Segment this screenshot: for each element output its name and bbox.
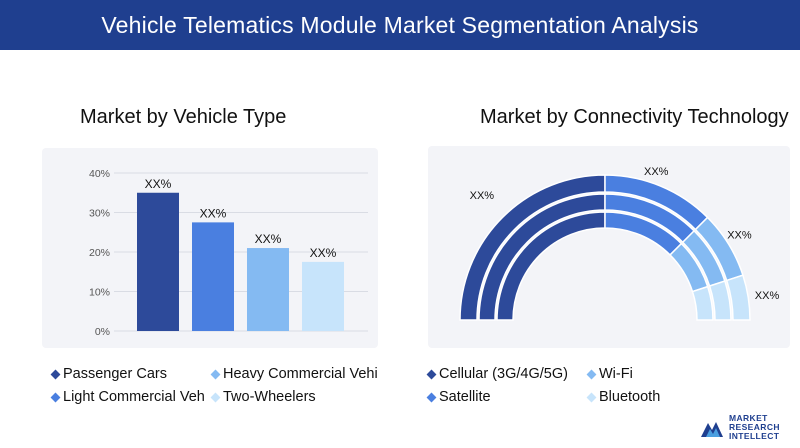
bar-data-label: XX% (255, 232, 282, 246)
bar-chart-legend: Passenger Cars Heavy Commercial Vehi Lig… (50, 366, 392, 410)
legend-label: Bluetooth (599, 389, 661, 405)
legend-marker (586, 392, 597, 402)
bar-chart: 0% 10% 20% 30% 40% XX% XX% XX% XX% (89, 168, 368, 338)
legend-item-passenger-cars: Passenger Cars (50, 366, 167, 382)
legend-label: Two-Wheelers (223, 389, 316, 405)
bar-chart-title: Market by Vehicle Type (80, 106, 287, 128)
legend-item-satellite: Satellite (426, 389, 491, 405)
legend-marker (426, 369, 437, 379)
legend-label: Wi-Fi (599, 366, 633, 382)
y-tick-label: 10% (89, 287, 110, 299)
donut-chart-legend: Cellular (3G/4G/5G) Wi-Fi Satellite Blue… (426, 366, 728, 410)
y-tick-label: 30% (89, 208, 110, 220)
legend-label: Light Commercial Veh (63, 389, 205, 405)
legend-marker (50, 369, 61, 379)
header-banner: Vehicle Telematics Module Market Segment… (0, 0, 800, 50)
bar-2 (192, 222, 234, 331)
legend-label: Heavy Commercial Vehi (223, 366, 378, 382)
donut-chart-title: Market by Connectivity Technology (480, 106, 789, 128)
legend-item-light-commercial: Light Commercial Veh (50, 389, 213, 405)
logo-text: INTELLECT (729, 431, 780, 441)
bar-3 (247, 248, 289, 331)
y-tick-label: 40% (89, 168, 110, 180)
donut-segment-4 (708, 280, 732, 321)
logo-text: RESEARCH (729, 422, 780, 432)
legend-marker (210, 392, 221, 402)
donut-segment-4 (691, 285, 714, 321)
legend-label: Passenger Cars (63, 366, 167, 382)
bar-chart-panel: 0% 10% 20% 30% 40% XX% XX% XX% XX% (42, 148, 378, 348)
bar-data-label: XX% (200, 206, 227, 220)
legend-item-heavy-commercial: Heavy Commercial Vehi (210, 366, 385, 382)
donut-segment-4 (725, 274, 751, 321)
donut-chart-panel: XX% XX% XX% XX% (428, 146, 790, 348)
bar-4 (302, 261, 344, 331)
y-tick-label: 0% (95, 326, 110, 338)
legend-label: Cellular (3G/4G/5G) (439, 366, 568, 382)
legend-marker (210, 369, 221, 379)
donut-data-label: XX% (727, 229, 752, 241)
donut-data-label: XX% (470, 190, 495, 202)
donut-data-label: XX% (755, 290, 780, 302)
legend-item-cellular: Cellular (3G/4G/5G) (426, 366, 568, 382)
legend-marker (426, 392, 437, 402)
brand-logo: MARKET RESEARCH INTELLECT (700, 414, 780, 441)
donut-data-label: XX% (644, 166, 669, 178)
donut-chart: XX% XX% XX% XX% (459, 166, 780, 321)
legend-item-two-wheelers: Two-Wheelers (210, 389, 316, 405)
bar-1 (137, 192, 179, 331)
page-title: Vehicle Telematics Module Market Segment… (101, 11, 699, 38)
y-tick-label: 20% (89, 247, 110, 259)
legend-marker (586, 369, 597, 379)
legend-label: Satellite (439, 389, 491, 405)
logo-icon (701, 421, 723, 437)
bar-data-label: XX% (145, 177, 172, 191)
legend-marker (50, 392, 61, 402)
legend-item-bluetooth: Bluetooth (586, 389, 661, 405)
bar-data-label: XX% (310, 246, 337, 260)
legend-item-wifi: Wi-Fi (586, 366, 633, 382)
logo-text: MARKET (729, 413, 768, 423)
